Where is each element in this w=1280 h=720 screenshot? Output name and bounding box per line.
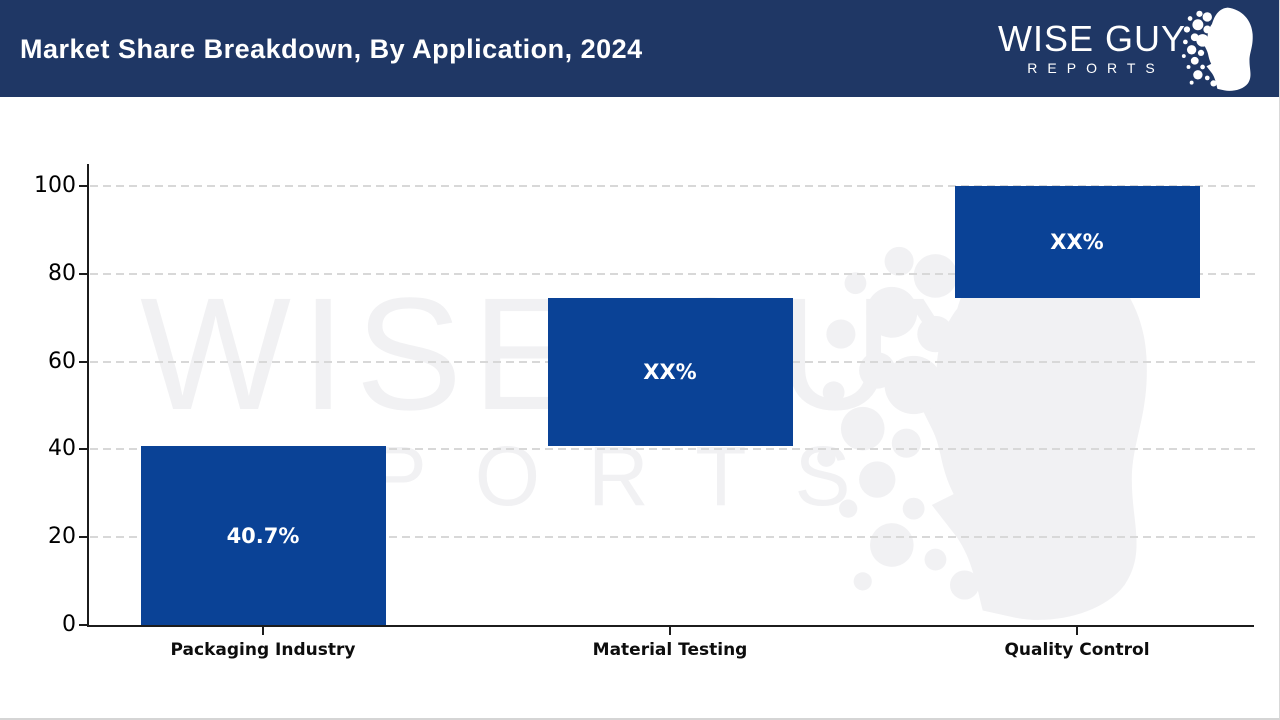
y-tick-mark bbox=[79, 272, 88, 275]
bar-2 bbox=[547, 297, 793, 447]
y-tick-label: 20 bbox=[48, 524, 76, 550]
y-tick-mark bbox=[79, 360, 88, 363]
x-axis-line bbox=[87, 625, 1254, 627]
x-category-label: Packaging Industry bbox=[170, 640, 356, 660]
y-tick-label: 40 bbox=[48, 436, 76, 462]
bar-3 bbox=[954, 186, 1200, 298]
x-category-label: Material Testing bbox=[592, 640, 748, 660]
wise-guy-reports-logo: WISE GUY REPORTS bbox=[997, 4, 1262, 94]
x-tick-mark bbox=[262, 627, 264, 635]
gridline bbox=[90, 448, 1258, 451]
x-tick-mark bbox=[1076, 627, 1078, 635]
y-tick-label: 80 bbox=[48, 260, 76, 286]
bar-1 bbox=[140, 446, 386, 625]
logo-wordmark: WISE GUY bbox=[997, 18, 1187, 59]
y-tick-mark bbox=[79, 185, 88, 187]
y-tick-mark bbox=[79, 536, 88, 539]
y-tick-label: 100 bbox=[34, 173, 76, 198]
x-tick-mark bbox=[669, 627, 671, 635]
header: Market Share Breakdown, By Application, … bbox=[0, 0, 1279, 97]
y-tick-mark bbox=[79, 624, 88, 626]
bar-value-label: 40.7% bbox=[226, 523, 300, 548]
logo-face-icon bbox=[1176, 6, 1262, 92]
y-tick-label: 60 bbox=[48, 348, 76, 374]
chart-title: Market Share Breakdown, By Application, … bbox=[20, 34, 643, 64]
x-category-label: Quality Control bbox=[1004, 640, 1150, 660]
y-axis-line bbox=[87, 164, 89, 626]
bar-value-label: XX% bbox=[643, 360, 697, 385]
y-tick-mark bbox=[79, 448, 88, 451]
logo-subtext: REPORTS bbox=[1027, 60, 1165, 76]
gridline bbox=[90, 272, 1258, 275]
gridline bbox=[90, 185, 1258, 187]
y-tick-label: 0 bbox=[62, 612, 76, 637]
gridline bbox=[90, 536, 1258, 539]
bar-value-label: XX% bbox=[1050, 229, 1104, 254]
